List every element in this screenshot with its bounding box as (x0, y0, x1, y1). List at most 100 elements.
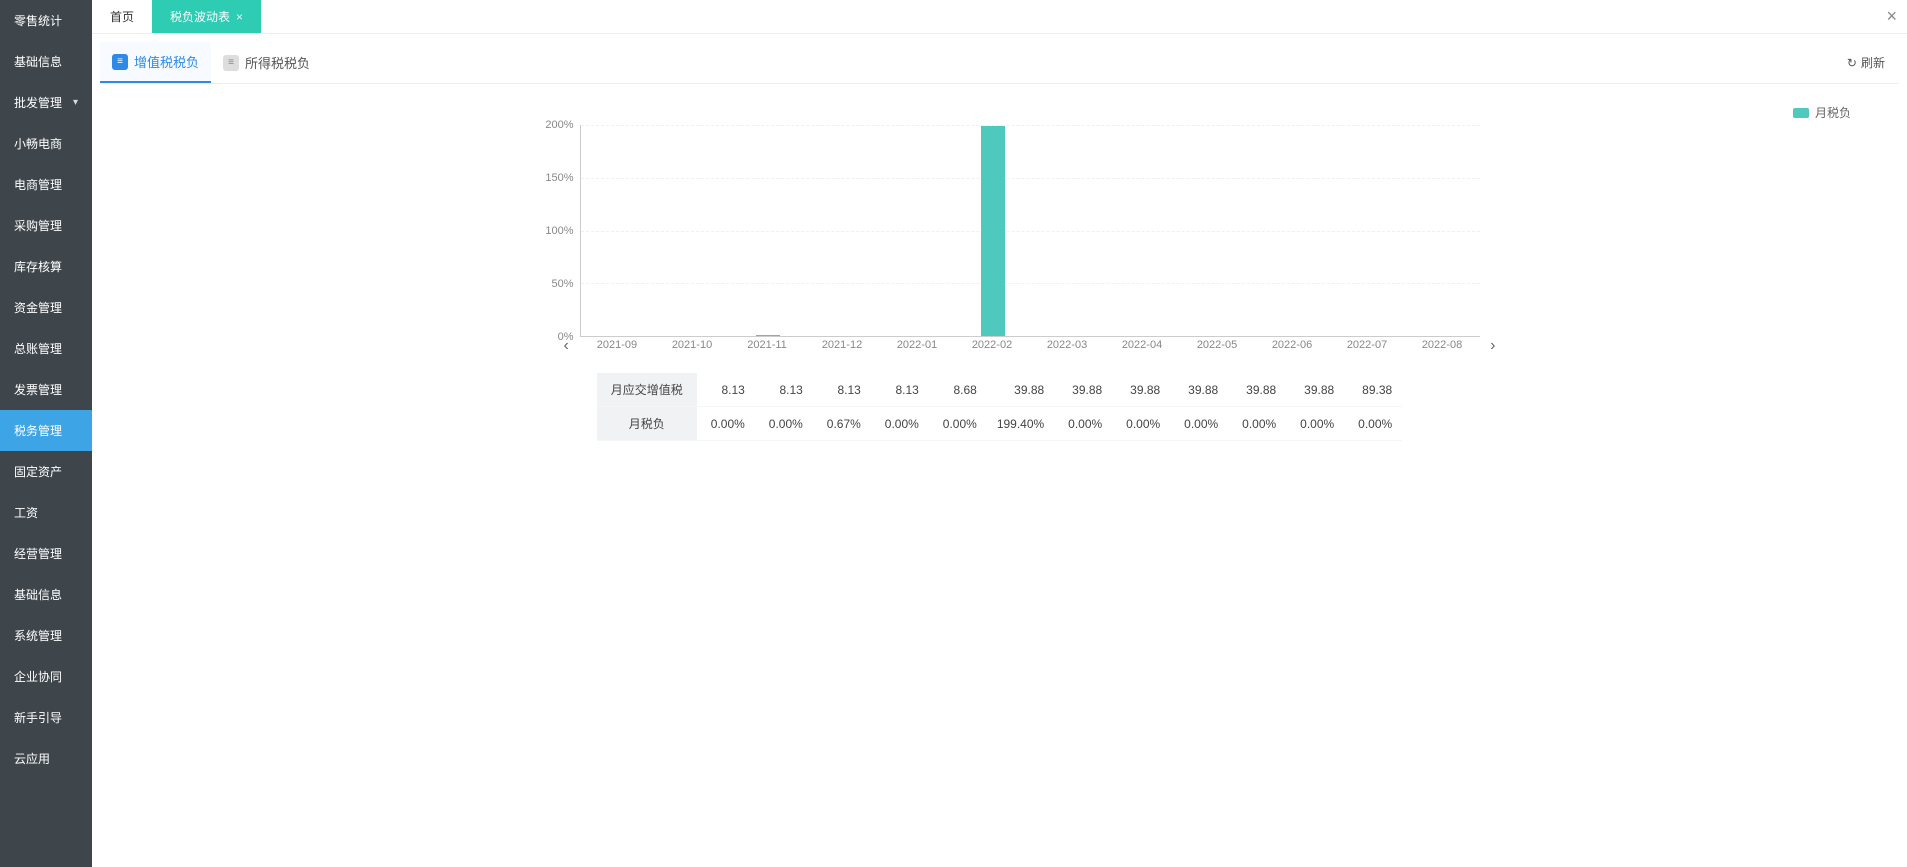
content: ≡增值税税负≡所得税税负 ↻ 刷新 月税负 0%50%100%150%200% … (92, 34, 1907, 867)
table-cell: 0.00% (755, 407, 813, 441)
sidebar-item-label: 系统管理 (14, 627, 62, 644)
table-cell: 8.13 (697, 373, 755, 407)
sidebar-item-label: 总账管理 (14, 340, 62, 357)
refresh-button[interactable]: ↻ 刷新 (1833, 44, 1899, 81)
sidebar-item-label: 库存核算 (14, 258, 62, 275)
sidebar-item-label: 云应用 (14, 750, 50, 767)
table-cell: 39.88 (1228, 373, 1286, 407)
table-cell: 0.00% (1344, 407, 1402, 441)
chart-plot (580, 125, 1480, 337)
subtab-icon: ≡ (223, 55, 239, 71)
table-cell: 0.67% (813, 407, 871, 441)
table-cell: 0.00% (1170, 407, 1228, 441)
main: 首页税负波动表×× ≡增值税税负≡所得税税负 ↻ 刷新 月税负 0%50%100… (92, 0, 1907, 867)
sidebar-item-14[interactable]: 基础信息 (0, 574, 92, 615)
close-icon[interactable]: × (236, 10, 243, 24)
close-all-icon[interactable]: × (1876, 0, 1907, 33)
data-table: 月应交增值税8.138.138.138.138.6839.8839.8839.8… (597, 373, 1402, 441)
x-tick: 2022-03 (1047, 339, 1087, 351)
chart-legend: 月税负 (1793, 104, 1851, 121)
x-tick: 2022-01 (897, 339, 937, 351)
sidebar-item-12[interactable]: 工资 (0, 492, 92, 533)
sidebar-item-label: 企业协同 (14, 668, 62, 685)
table-cell: 39.88 (1170, 373, 1228, 407)
sidebar-item-label: 基础信息 (14, 586, 62, 603)
table-cell: 0.00% (1228, 407, 1286, 441)
sidebar-item-13[interactable]: 经营管理 (0, 533, 92, 574)
chart-next-button[interactable]: › (1486, 333, 1499, 359)
tab-0[interactable]: 首页 (92, 0, 152, 33)
table-cell: 0.00% (1112, 407, 1170, 441)
x-tick: 2022-07 (1347, 339, 1387, 351)
sidebar-item-5[interactable]: 采购管理 (0, 205, 92, 246)
sidebar-item-2[interactable]: 批发管理▾ (0, 82, 92, 123)
sidebar-item-label: 新手引导 (14, 709, 62, 726)
table-cell: 8.13 (813, 373, 871, 407)
sidebar-item-8[interactable]: 总账管理 (0, 328, 92, 369)
sidebar-item-15[interactable]: 系统管理 (0, 615, 92, 656)
chart-prev-button[interactable]: ‹ (560, 333, 573, 359)
table-cell: 89.38 (1344, 373, 1402, 407)
sidebar-item-label: 资金管理 (14, 299, 62, 316)
x-tick: 2021-11 (747, 339, 787, 351)
sidebar-item-9[interactable]: 发票管理 (0, 369, 92, 410)
sidebar-item-6[interactable]: 库存核算 (0, 246, 92, 287)
panel: ≡增值税税负≡所得税税负 ↻ 刷新 月税负 0%50%100%150%200% … (100, 42, 1899, 859)
sidebar-item-label: 采购管理 (14, 217, 62, 234)
sidebar-item-label: 批发管理 (14, 94, 62, 111)
sidebar-item-3[interactable]: 小畅电商 (0, 123, 92, 164)
x-tick: 2021-12 (822, 339, 862, 351)
gridline (581, 283, 1480, 284)
sidebar-item-4[interactable]: 电商管理 (0, 164, 92, 205)
sidebar-item-16[interactable]: 企业协同 (0, 656, 92, 697)
subtabs-row: ≡增值税税负≡所得税税负 ↻ 刷新 (100, 42, 1899, 84)
sidebar-item-1[interactable]: 基础信息 (0, 41, 92, 82)
table-cell: 0.00% (1054, 407, 1112, 441)
y-tick: 150% (545, 172, 573, 184)
table-cell: 39.88 (987, 373, 1054, 407)
y-tick: 200% (545, 119, 573, 131)
subtab-icon: ≡ (112, 54, 128, 70)
table-cell: 39.88 (1112, 373, 1170, 407)
tab-1[interactable]: 税负波动表 × (152, 0, 261, 33)
tabs-bar: 首页 税负波动表 × × (92, 0, 1907, 34)
x-tick: 2022-04 (1122, 339, 1162, 351)
chart-wrap: 月税负 0%50%100%150%200% 2021-092021-102021… (100, 84, 1899, 441)
x-axis: 2021-09 2021-10 2021-11 2021-12 2022-01 2022-… (580, 337, 1480, 355)
table-cell: 8.68 (929, 373, 987, 407)
table-cell: 199.40% (987, 407, 1054, 441)
subtabs: ≡增值税税负≡所得税税负 (100, 42, 322, 83)
sidebar-item-label: 基础信息 (14, 53, 62, 70)
x-tick: 2022-06 (1272, 339, 1312, 351)
y-tick: 100% (545, 225, 573, 237)
sidebar-item-0[interactable]: 零售统计 (0, 0, 92, 41)
sidebar: 零售统计基础信息批发管理▾小畅电商电商管理采购管理库存核算资金管理总账管理发票管… (0, 0, 92, 867)
refresh-icon: ↻ (1847, 56, 1857, 70)
row-header: 月应交增值税 (597, 373, 697, 407)
sidebar-item-label: 发票管理 (14, 381, 62, 398)
table-cell: 0.00% (871, 407, 929, 441)
sidebar-item-label: 固定资产 (14, 463, 62, 480)
refresh-label: 刷新 (1861, 54, 1885, 71)
subtab-1[interactable]: ≡ 所得税税负 (211, 42, 322, 83)
subtab-0[interactable]: ≡增值税税负 (100, 42, 211, 83)
sidebar-item-18[interactable]: 云应用 (0, 738, 92, 779)
table-cell: 8.13 (755, 373, 813, 407)
tab-label: 税负波动表 (170, 8, 230, 25)
table-cell: 39.88 (1054, 373, 1112, 407)
sidebar-item-17[interactable]: 新手引导 (0, 697, 92, 738)
chart-area: 0%50%100%150%200% 2021-092021-102021-112… (520, 125, 1480, 355)
sidebar-item-11[interactable]: 固定资产 (0, 451, 92, 492)
sidebar-item-10[interactable]: 税务管理 (0, 410, 92, 451)
y-axis: 0%50%100%150%200% (520, 125, 580, 337)
subtab-label: 所得税税负 (245, 53, 310, 72)
legend-label: 月税负 (1815, 104, 1851, 121)
table-row: 月应交增值税8.138.138.138.138.6839.8839.8839.8… (597, 373, 1402, 407)
x-tick: 2021-09 (597, 339, 637, 351)
sidebar-item-label: 小畅电商 (14, 135, 62, 152)
table-cell: 0.00% (1286, 407, 1344, 441)
sidebar-item-7[interactable]: 资金管理 (0, 287, 92, 328)
table-cell: 39.88 (1286, 373, 1344, 407)
gridline (581, 178, 1480, 179)
x-tick: 2021-10 (672, 339, 712, 351)
